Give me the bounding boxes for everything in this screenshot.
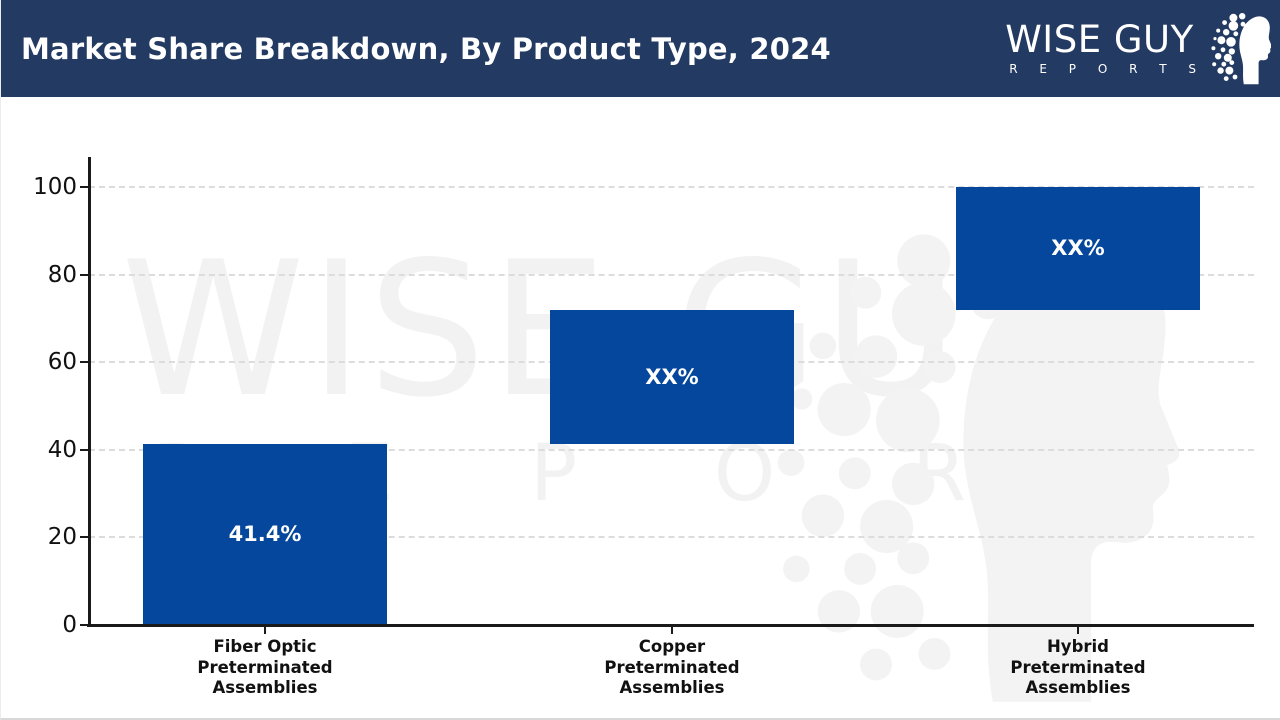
category-line: Assemblies xyxy=(1025,678,1131,697)
bar-value-label: 41.4% xyxy=(228,522,302,547)
logo-face-icon xyxy=(1211,12,1271,84)
x-category-label: Copper Preterminated Assemblies xyxy=(512,637,832,699)
gridline xyxy=(89,273,1254,276)
category-line: Copper xyxy=(638,637,706,656)
gridline xyxy=(89,186,1254,188)
y-tick-label: 100 xyxy=(33,174,77,200)
bar-segment: 41.4% xyxy=(143,443,387,625)
header-bar: Market Share Breakdown, By Product Type,… xyxy=(1,0,1280,97)
y-tick-label: 60 xyxy=(47,349,77,376)
x-tick-mark xyxy=(1077,625,1079,634)
category-line: Fiber Optic xyxy=(213,637,317,656)
bar-value-label: XX% xyxy=(1051,236,1105,261)
x-axis-spine xyxy=(87,624,1254,627)
y-tick-label: 0 xyxy=(62,612,77,638)
y-tick-label: 40 xyxy=(47,436,77,463)
y-tick-mark xyxy=(80,624,89,626)
category-line: Preterminated xyxy=(197,657,333,677)
y-tick-mark xyxy=(80,536,89,539)
wiseguy-logo: WISE GUY R E P O R T S xyxy=(1005,7,1280,91)
x-tick-mark xyxy=(264,625,266,634)
bar-segment: XX% xyxy=(550,309,794,444)
category-line: Hybrid xyxy=(1047,637,1109,656)
y-tick-mark xyxy=(80,186,89,188)
y-tick-mark xyxy=(80,273,89,276)
x-category-label: Hybrid Preterminated Assemblies xyxy=(918,637,1238,699)
y-axis-spine xyxy=(88,157,91,627)
gridline xyxy=(89,448,1254,451)
category-line: Assemblies xyxy=(212,678,318,697)
page-title: Market Share Breakdown, By Product Type,… xyxy=(21,31,831,66)
logo-subtitle: R E P O R T S xyxy=(1009,62,1205,76)
y-tick-mark xyxy=(80,361,89,364)
gridline xyxy=(89,536,1254,539)
y-tick-mark xyxy=(80,448,89,451)
bar-value-label: XX% xyxy=(645,364,699,389)
x-category-label: Fiber Optic Preterminated Assemblies xyxy=(105,637,425,699)
logo-name: WISE GUY xyxy=(1005,18,1194,61)
chart-area: WISE GUY R E P O R T S 0 20 40 60 80 100 41.4%… xyxy=(1,97,1280,718)
x-tick-mark xyxy=(671,625,673,634)
category-line: Assemblies xyxy=(619,678,725,697)
y-tick-label: 20 xyxy=(47,524,77,551)
bar-segment: XX% xyxy=(956,187,1200,310)
category-line: Preterminated xyxy=(604,657,740,677)
category-line: Preterminated xyxy=(1010,657,1146,677)
y-tick-label: 80 xyxy=(47,261,77,288)
logo-text: WISE GUY R E P O R T S xyxy=(1005,21,1205,76)
